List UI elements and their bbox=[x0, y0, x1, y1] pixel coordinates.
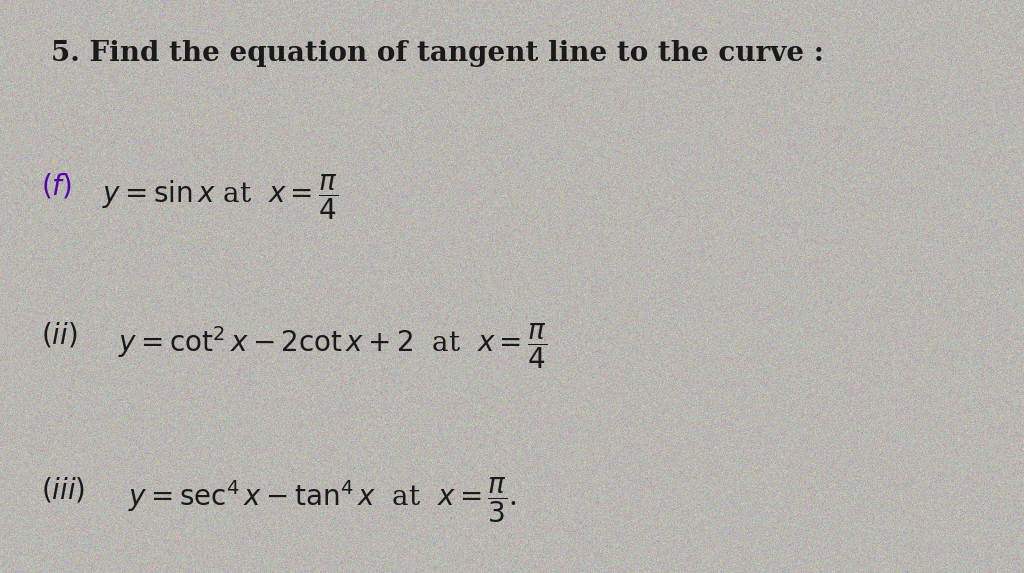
Text: 5. Find the equation of tangent line to the curve :: 5. Find the equation of tangent line to … bbox=[51, 40, 824, 67]
Text: $y = \sin x$ at  $x = \dfrac{\pi}{4}$: $y = \sin x$ at $x = \dfrac{\pi}{4}$ bbox=[102, 172, 339, 222]
Text: $(ii)$: $(ii)$ bbox=[41, 321, 78, 350]
Text: $\mathit{(f)}$: $\mathit{(f)}$ bbox=[41, 172, 72, 201]
Text: $y = \sec^{4} x - \tan^{4} x$  at  $x = \dfrac{\pi}{3}$.: $y = \sec^{4} x - \tan^{4} x$ at $x = \d… bbox=[128, 476, 517, 525]
Text: $y = \cot^{2} x - 2\cot x + 2$  at  $x = \dfrac{\pi}{4}$: $y = \cot^{2} x - 2\cot x + 2$ at $x = \… bbox=[118, 321, 547, 371]
Text: $(iii)$: $(iii)$ bbox=[41, 476, 85, 505]
